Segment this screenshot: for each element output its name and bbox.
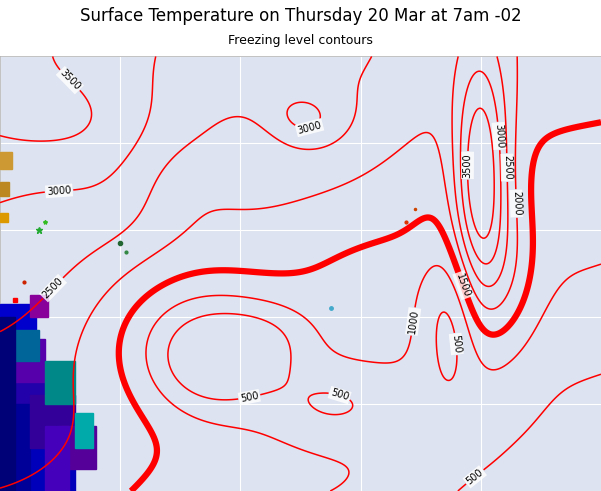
Bar [45, 360, 75, 404]
Text: 500: 500 [465, 467, 485, 487]
Bar [45, 426, 69, 491]
Text: 3500: 3500 [58, 68, 82, 92]
Bar [0, 213, 7, 221]
Bar [60, 426, 96, 469]
Text: Freezing level contours: Freezing level contours [228, 34, 373, 47]
Bar [0, 152, 12, 169]
Text: 2500: 2500 [502, 155, 512, 180]
Text: 3000: 3000 [46, 185, 72, 197]
Bar [30, 296, 48, 317]
Bar [15, 330, 39, 360]
Text: 3000: 3000 [493, 123, 505, 149]
Text: 3000: 3000 [296, 120, 323, 136]
Bar [0, 183, 9, 195]
Text: 500: 500 [329, 387, 350, 403]
Bar [0, 382, 60, 426]
Text: 2000: 2000 [511, 191, 522, 216]
Bar [30, 395, 75, 447]
Bar [75, 413, 93, 447]
Text: 2500: 2500 [41, 276, 66, 300]
Text: 1500: 1500 [454, 272, 472, 299]
Text: Surface Temperature on Thursday 20 Mar at 7am -02: Surface Temperature on Thursday 20 Mar a… [80, 7, 521, 25]
Bar [0, 304, 36, 339]
Text: 3500: 3500 [462, 153, 472, 178]
Text: 500: 500 [450, 334, 462, 354]
Text: 500: 500 [239, 390, 260, 404]
Bar [0, 404, 30, 491]
Text: 1000: 1000 [406, 309, 419, 334]
Bar [0, 317, 15, 491]
Bar [0, 339, 45, 382]
Bar [0, 426, 75, 491]
